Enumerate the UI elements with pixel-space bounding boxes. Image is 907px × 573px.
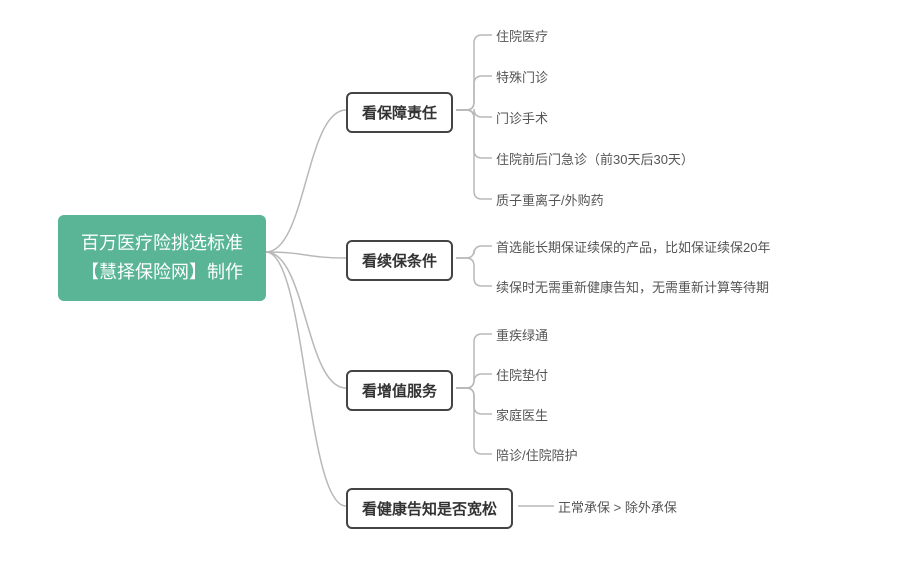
branch-node: 看健康告知是否宽松 bbox=[346, 488, 513, 529]
root-line1: 百万医疗险挑选标准 bbox=[76, 229, 248, 258]
leaf-node: 续保时无需重新健康告知，无需重新计算等待期 bbox=[496, 277, 769, 296]
leaf-node: 住院垫付 bbox=[496, 365, 548, 384]
leaf-node: 门诊手术 bbox=[496, 108, 548, 127]
leaf-node: 陪诊/住院陪护 bbox=[496, 445, 578, 464]
leaf-node: 住院医疗 bbox=[496, 26, 548, 45]
branch-node: 看保障责任 bbox=[346, 92, 453, 133]
branch-node: 看续保条件 bbox=[346, 240, 453, 281]
leaf-node: 质子重离子/外购药 bbox=[496, 190, 604, 209]
leaf-node: 首选能长期保证续保的产品，比如保证续保20年 bbox=[496, 237, 770, 256]
leaf-node: 重疾绿通 bbox=[496, 325, 548, 344]
leaf-node: 住院前后门急诊（前30天后30天） bbox=[496, 149, 694, 168]
branch-node: 看增值服务 bbox=[346, 370, 453, 411]
leaf-node: 家庭医生 bbox=[496, 405, 548, 424]
leaf-node: 正常承保 > 除外承保 bbox=[558, 497, 677, 516]
leaf-node: 特殊门诊 bbox=[496, 67, 548, 86]
root-node: 百万医疗险挑选标准 【慧择保险网】制作 bbox=[58, 215, 266, 301]
root-line2: 【慧择保险网】制作 bbox=[76, 258, 248, 287]
